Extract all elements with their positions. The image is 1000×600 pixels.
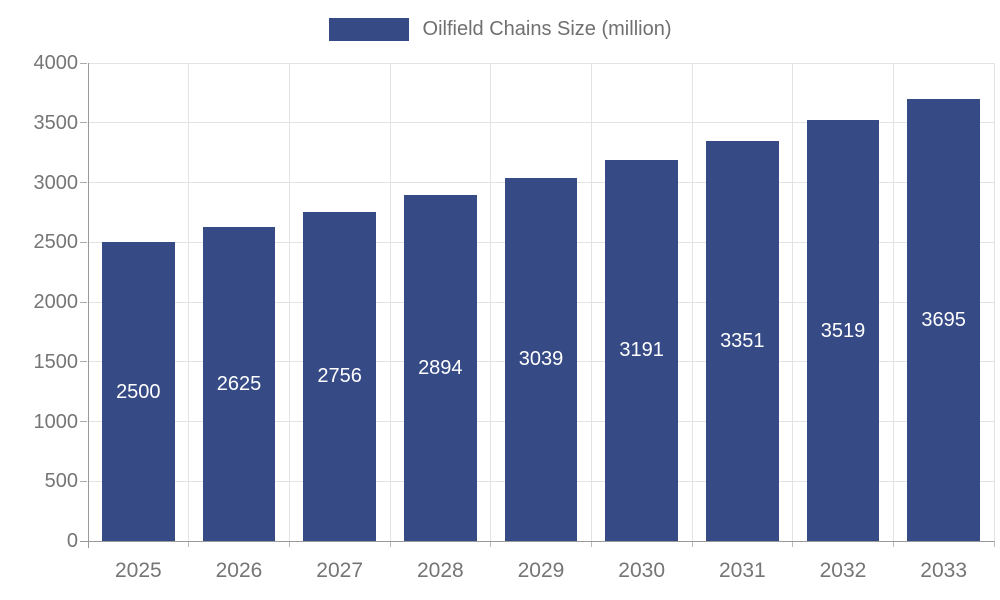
legend-swatch: [328, 18, 409, 41]
bar-value-label: 3351: [720, 329, 765, 352]
x-axis-tick: [792, 541, 794, 547]
x-axis-tick: [892, 541, 894, 547]
gridline-vertical: [993, 63, 995, 541]
bar: 2894: [403, 195, 477, 541]
y-tick-label: 1000: [33, 410, 79, 433]
y-tick-label: 1500: [33, 350, 79, 373]
x-axis-tick: [691, 541, 693, 547]
y-axis-tick: [80, 480, 87, 482]
bar: 2500: [101, 242, 175, 541]
x-axis-tick: [590, 541, 592, 547]
x-tick-label: 2029: [517, 559, 565, 582]
bar: 3039: [504, 177, 578, 541]
legend[interactable]: Oilfield Chains Size (million): [0, 18, 1000, 41]
bar: 3695: [907, 99, 980, 541]
gridline-horizontal: [88, 122, 994, 124]
y-tick-label: 2500: [33, 231, 79, 254]
gridline-vertical: [288, 63, 290, 541]
gridline-vertical: [188, 63, 190, 541]
y-tick-label: 3500: [33, 111, 79, 134]
bar-value-label: 3039: [518, 348, 564, 371]
legend-label: Oilfield Chains Size (million): [422, 18, 672, 40]
bar: 2756: [303, 211, 376, 541]
x-axis-tick: [993, 541, 995, 547]
y-tick-label: 500: [44, 470, 78, 493]
x-tick-label: 2030: [618, 559, 666, 582]
y-axis-tick: [80, 361, 87, 363]
y-axis-tick: [80, 241, 87, 243]
y-axis-tick: [80, 62, 87, 64]
x-axis-line: [80, 540, 994, 542]
y-axis-tick: [80, 421, 87, 422]
gridline-vertical: [691, 63, 693, 541]
y-axis-tick: [80, 182, 87, 183]
bar: 3519: [806, 120, 880, 541]
x-axis-tick: [288, 541, 290, 547]
x-axis-tick: [389, 541, 391, 547]
y-axis-tick: [80, 122, 87, 124]
gridline-vertical: [389, 63, 391, 541]
bar: 2625: [202, 227, 276, 541]
bar-value-label: 2625: [216, 373, 262, 396]
y-axis-line: [87, 63, 89, 548]
bar-value-label: 3191: [619, 339, 664, 362]
bar-value-label: 2894: [418, 357, 463, 380]
gridline-vertical: [792, 63, 794, 541]
x-tick-label: 2031: [718, 559, 766, 582]
y-tick-label: 3000: [33, 171, 79, 194]
y-axis-tick: [80, 301, 87, 303]
x-tick-label: 2028: [416, 559, 464, 582]
bar: 3351: [705, 140, 779, 541]
gridline-horizontal: [88, 62, 994, 64]
y-tick-label: 2000: [33, 291, 79, 313]
x-tick-label: 2026: [215, 559, 263, 582]
bar-value-label: 3519: [820, 319, 866, 342]
gridline-vertical: [590, 63, 592, 541]
y-tick-label: 0: [66, 530, 78, 552]
gridline-vertical: [892, 63, 894, 541]
x-tick-label: 2033: [920, 559, 968, 582]
x-axis-tick: [188, 541, 190, 547]
bar-value-label: 3695: [921, 309, 966, 332]
x-tick-label: 2025: [114, 559, 162, 582]
bar-value-label: 2500: [116, 380, 161, 403]
x-tick-label: 2027: [316, 559, 364, 582]
x-tick-label: 2032: [819, 559, 867, 582]
bar: 3191: [605, 159, 678, 541]
y-tick-label: 4000: [33, 52, 79, 74]
x-axis-tick: [490, 541, 492, 547]
bar-value-label: 2756: [317, 365, 362, 388]
gridline-vertical: [490, 63, 492, 541]
